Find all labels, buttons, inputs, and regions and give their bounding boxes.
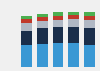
Bar	[37, 14, 48, 17]
Bar	[21, 23, 32, 31]
Bar	[52, 12, 64, 16]
Bar	[37, 44, 48, 67]
Bar	[52, 20, 64, 27]
Bar	[37, 28, 48, 44]
Bar	[21, 45, 32, 67]
Bar	[84, 12, 95, 16]
Bar	[84, 20, 95, 28]
Bar	[37, 21, 48, 28]
Bar	[68, 12, 79, 15]
Bar	[52, 16, 64, 20]
Bar	[68, 15, 79, 19]
Bar	[52, 27, 64, 43]
Bar	[68, 19, 79, 27]
Bar	[52, 43, 64, 67]
Bar	[68, 27, 79, 43]
Bar	[21, 31, 32, 45]
Bar	[84, 45, 95, 67]
Bar	[84, 16, 95, 20]
Bar	[37, 17, 48, 21]
Bar	[84, 28, 95, 45]
Bar	[21, 16, 32, 19]
Bar	[68, 43, 79, 67]
Bar	[21, 19, 32, 23]
